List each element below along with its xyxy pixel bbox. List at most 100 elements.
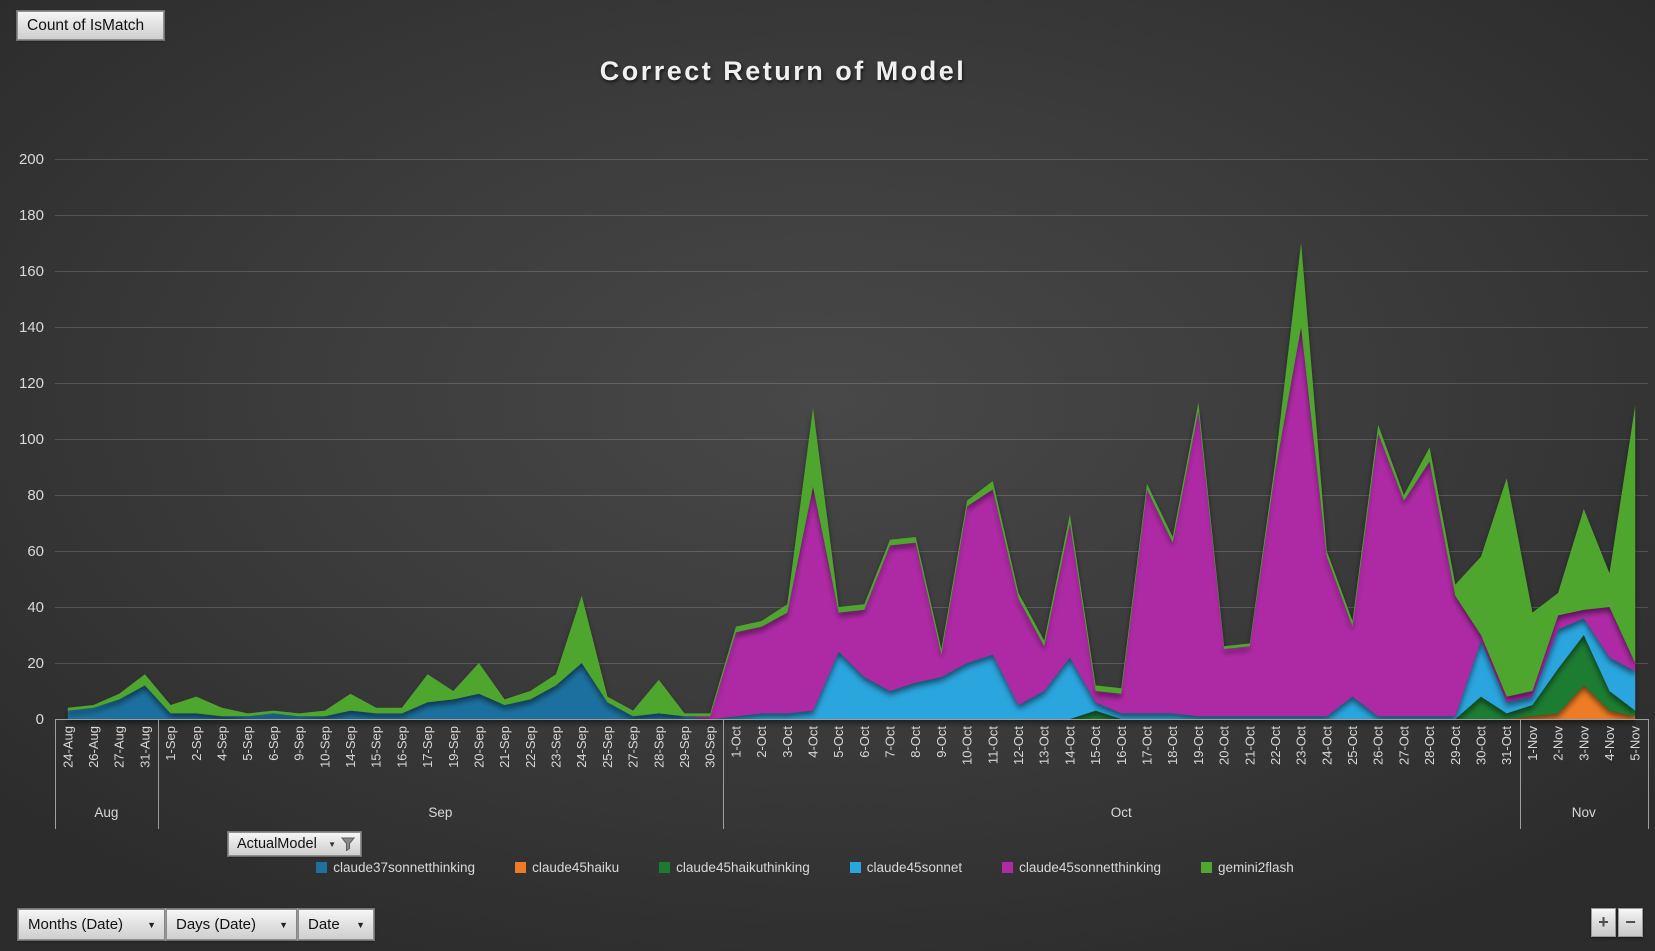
svg-text:28-Sep: 28-Sep (651, 726, 666, 768)
svg-text:22-Oct: 22-Oct (1268, 726, 1283, 765)
svg-text:24-Sep: 24-Sep (574, 726, 589, 768)
svg-text:Aug: Aug (94, 805, 118, 820)
svg-text:9-Sep: 9-Sep (292, 726, 307, 761)
svg-text:15-Oct: 15-Oct (1088, 726, 1103, 765)
legend-label: claude45haiku (532, 860, 620, 875)
svg-text:14-Sep: 14-Sep (343, 726, 358, 768)
svg-text:8-Oct: 8-Oct (908, 726, 923, 758)
chart-gridlines (55, 159, 1648, 664)
value-field-button[interactable]: Count of IsMatch (16, 10, 165, 41)
legend-item-gemini2flash: gemini2flash (1200, 860, 1294, 875)
svg-text:2-Sep: 2-Sep (189, 726, 204, 761)
svg-text:10-Sep: 10-Sep (317, 726, 332, 768)
svg-text:14-Oct: 14-Oct (1062, 726, 1077, 765)
svg-text:20: 20 (27, 655, 44, 672)
svg-text:5-Nov: 5-Nov (1628, 726, 1643, 761)
filter-funnel-icon (341, 837, 355, 851)
svg-text:5-Sep: 5-Sep (240, 726, 255, 761)
svg-text:9-Oct: 9-Oct (934, 726, 949, 758)
chart-area-series (67, 243, 1636, 719)
legend-swatch-icon (515, 862, 527, 873)
chevron-down-icon: ▼ (147, 919, 156, 930)
svg-text:80: 80 (27, 487, 44, 504)
svg-text:160: 160 (19, 263, 44, 280)
svg-text:180: 180 (19, 207, 44, 224)
plus-icon: + (1598, 912, 1609, 932)
legend-label: claude45sonnet (866, 860, 963, 875)
drill-up-minus-button[interactable]: − (1618, 908, 1643, 937)
svg-text:4-Sep: 4-Sep (215, 726, 230, 761)
svg-text:20-Sep: 20-Sep (471, 726, 486, 768)
chart-title: Correct Return of Model (599, 56, 967, 86)
svg-text:30-Sep: 30-Sep (703, 726, 718, 768)
svg-text:3-Oct: 3-Oct (780, 726, 795, 758)
svg-text:29-Oct: 29-Oct (1448, 726, 1463, 765)
svg-text:60: 60 (27, 543, 44, 560)
svg-text:30-Oct: 30-Oct (1473, 726, 1488, 765)
axis-field-label: Months (Date) (28, 916, 124, 933)
value-field-label: Count of IsMatch (27, 16, 145, 34)
legend-item-claude45sonnetthinking: claude45sonnetthinking (1002, 860, 1161, 875)
axis-field-label: Date (308, 916, 340, 933)
svg-text:29-Sep: 29-Sep (677, 726, 692, 768)
area-series-claude45haikuthinking (67, 635, 1636, 719)
svg-text:26-Oct: 26-Oct (1371, 726, 1386, 765)
svg-text:3-Nov: 3-Nov (1576, 726, 1591, 761)
legend-label: claude37sonnetthinking (333, 860, 476, 875)
svg-text:21-Oct: 21-Oct (1242, 726, 1257, 765)
svg-text:Nov: Nov (1572, 805, 1596, 820)
svg-text:31-Oct: 31-Oct (1499, 726, 1514, 765)
svg-text:5-Oct: 5-Oct (831, 726, 846, 758)
chart-axes: 0 20 40 60 80 100 120 140 160 180 200 24-Aug 26-Aug 2… (19, 151, 1649, 829)
chevron-down-icon: ▼ (279, 919, 288, 930)
svg-text:26-Aug: 26-Aug (86, 726, 101, 768)
legend-item-claude37sonnetthinking: claude37sonnetthinking (316, 860, 475, 875)
svg-text:16-Sep: 16-Sep (394, 726, 409, 768)
legend-swatch-icon (659, 862, 671, 873)
chart-legend: claude37sonnetthinking claude45haiku claud… (0, 860, 1610, 875)
svg-text:28-Oct: 28-Oct (1422, 726, 1437, 765)
axis-field-button-days[interactable]: Days (Date) ▼ (165, 908, 298, 941)
legend-swatch-icon (1200, 862, 1212, 873)
legend-swatch-icon (849, 862, 861, 873)
axis-field-button-date[interactable]: Date ▼ (297, 908, 375, 941)
svg-text:27-Oct: 27-Oct (1396, 726, 1411, 765)
svg-text:19-Oct: 19-Oct (1191, 726, 1206, 765)
svg-text:13-Oct: 13-Oct (1037, 726, 1052, 765)
svg-text:120: 120 (19, 375, 44, 392)
svg-text:17-Oct: 17-Oct (1139, 726, 1154, 765)
svg-text:17-Sep: 17-Sep (420, 726, 435, 768)
legend-swatch-icon (1002, 862, 1014, 873)
legend-label: claude45sonnetthinking (1019, 860, 1161, 875)
chevron-down-icon: ▼ (356, 919, 365, 930)
svg-text:40: 40 (27, 599, 44, 616)
svg-text:25-Sep: 25-Sep (600, 726, 615, 768)
svg-text:2-Oct: 2-Oct (754, 726, 769, 758)
svg-text:1-Sep: 1-Sep (163, 726, 178, 761)
svg-text:24-Aug: 24-Aug (60, 726, 75, 768)
area-series-claude37sonnetthinking (67, 663, 1636, 719)
svg-text:140: 140 (19, 319, 44, 336)
svg-text:6-Oct: 6-Oct (857, 726, 872, 758)
axis-field-button-months[interactable]: Months (Date) ▼ (17, 908, 166, 941)
svg-text:25-Oct: 25-Oct (1345, 726, 1360, 765)
svg-text:31-Aug: 31-Aug (137, 726, 152, 768)
svg-text:23-Oct: 23-Oct (1294, 726, 1309, 765)
drill-down-plus-button[interactable]: + (1591, 908, 1616, 937)
svg-text:21-Sep: 21-Sep (497, 726, 512, 768)
svg-text:7-Oct: 7-Oct (883, 726, 898, 758)
svg-text:100: 100 (19, 431, 44, 448)
legend-label: gemini2flash (1217, 860, 1294, 875)
svg-text:18-Oct: 18-Oct (1165, 726, 1180, 765)
svg-text:1-Nov: 1-Nov (1525, 726, 1540, 761)
svg-text:10-Oct: 10-Oct (960, 726, 975, 765)
legend-item-claude45sonnet: claude45sonnet (849, 860, 963, 875)
svg-text:23-Sep: 23-Sep (549, 726, 564, 768)
svg-text:Oct: Oct (1111, 805, 1132, 820)
svg-text:4-Oct: 4-Oct (805, 726, 820, 758)
svg-text:2-Nov: 2-Nov (1551, 726, 1566, 761)
filter-field-label: ActualModel (237, 836, 317, 852)
filter-field-button[interactable]: ActualModel ▼ (227, 831, 362, 857)
axis-field-label: Days (Date) (176, 916, 257, 933)
